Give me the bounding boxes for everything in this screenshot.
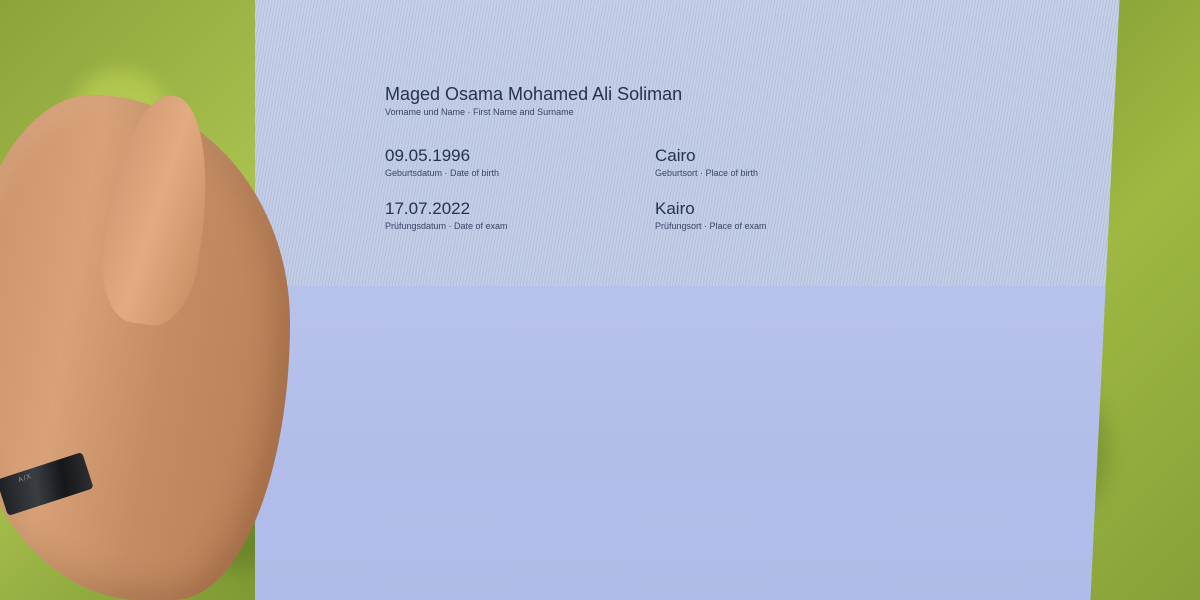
- exam-place-field: Kairo Prüfungsort · Place of exam: [655, 200, 767, 231]
- photo-scene: Maged Osama Mohamed Ali Soliman Vorname …: [0, 0, 1200, 600]
- hand-holding-document: [0, 95, 290, 600]
- place-of-birth-field: Cairo Geburtsort · Place of birth: [655, 147, 758, 178]
- watch-band: [0, 452, 94, 516]
- certificate-header-section: Maged Osama Mohamed Ali Soliman Vorname …: [255, 0, 1120, 286]
- wristwatch: A/X: [0, 455, 95, 510]
- exam-date-field: 17.07.2022 Prüfungsdatum · Date of exam: [385, 200, 508, 231]
- applicant-name-field: Maged Osama Mohamed Ali Soliman Vorname …: [385, 85, 682, 117]
- date-of-birth-field: 09.05.1996 Geburtsdatum · Date of birth: [385, 147, 499, 178]
- certificate-document: Maged Osama Mohamed Ali Soliman Vorname …: [255, 0, 1120, 600]
- certificate-result-section: ERGEBNIS · RESULT erreichte Punktzahl at…: [255, 286, 1120, 600]
